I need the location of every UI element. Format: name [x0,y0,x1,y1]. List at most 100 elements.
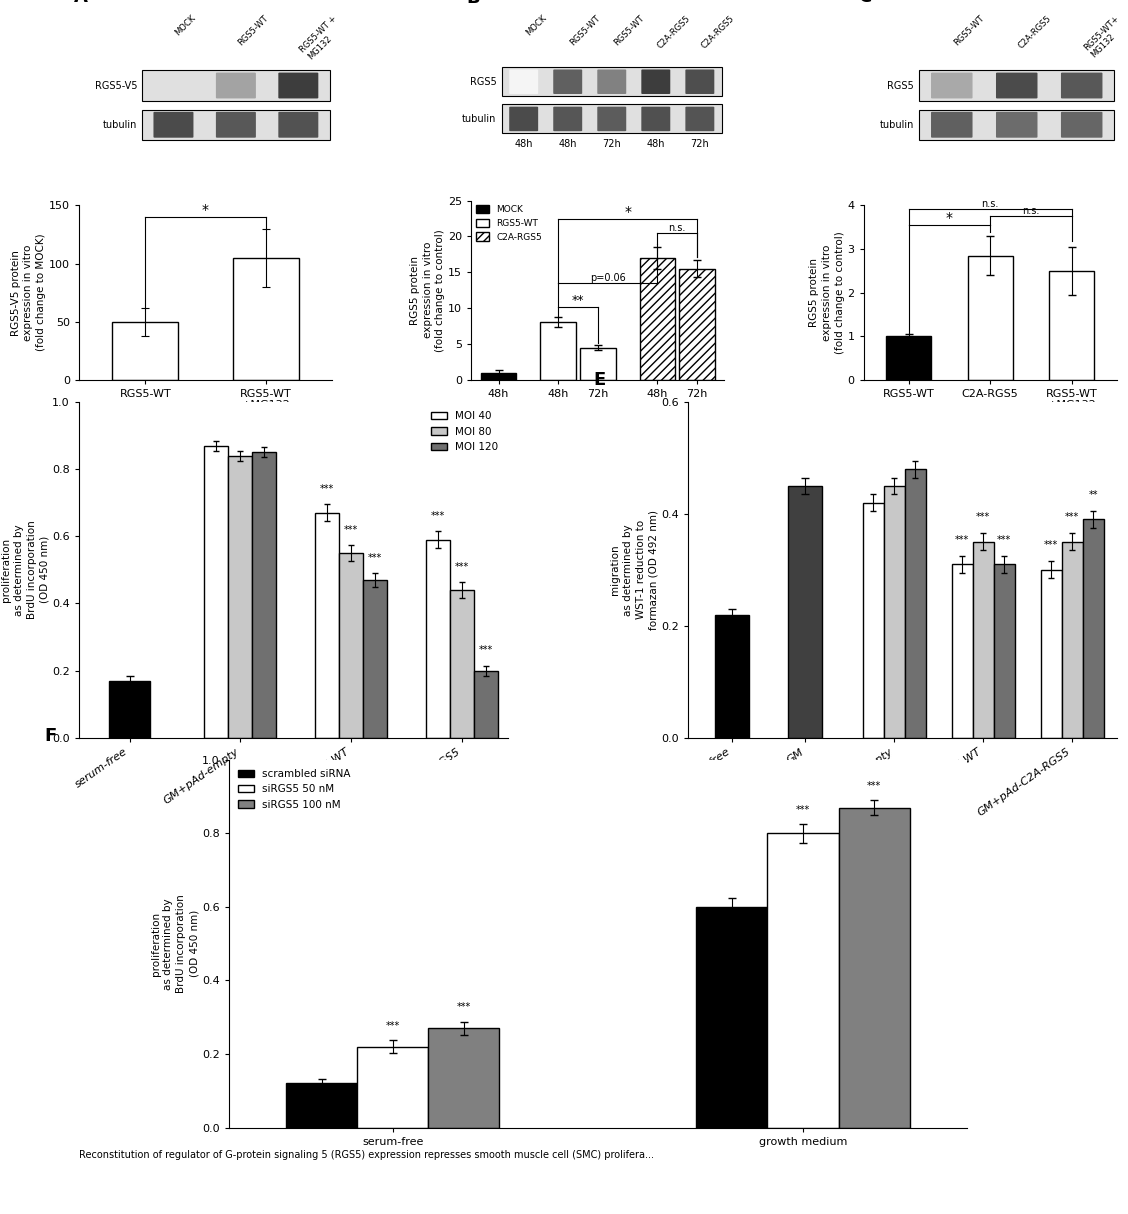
FancyBboxPatch shape [686,107,714,131]
Text: *: * [624,205,632,219]
Bar [429,1028,500,1128]
FancyBboxPatch shape [642,107,670,131]
Text: MOCK: MOCK [174,13,197,38]
FancyBboxPatch shape [279,112,318,137]
Bar [696,907,767,1128]
Bar [767,834,838,1128]
Bar [715,614,749,738]
Bar [994,565,1015,738]
FancyBboxPatch shape [509,107,538,131]
Bar [887,336,931,380]
Bar [287,1083,358,1128]
FancyBboxPatch shape [215,73,256,98]
Text: n.s.: n.s. [981,199,999,209]
Text: ***: *** [431,511,444,521]
Bar [232,257,299,380]
Text: ***: *** [997,534,1012,545]
Text: RGS5-WT +
MG132: RGS5-WT + MG132 [298,13,346,62]
Text: n.s.: n.s. [1022,206,1040,216]
FancyBboxPatch shape [996,73,1038,98]
Bar [109,681,150,738]
Text: ***: *** [867,781,881,792]
Text: F: F [44,727,56,745]
Text: tubulin: tubulin [880,120,914,130]
Text: RGS5-WT: RGS5-WT [236,13,270,47]
Text: *: * [202,203,209,217]
Text: ***: *** [455,562,469,572]
Legend: scrambled siRNA, siRGS5 50 nM, siRGS5 100 nM: scrambled siRNA, siRGS5 50 nM, siRGS5 10… [233,765,354,813]
Text: RGS5-WT: RGS5-WT [567,13,601,47]
Bar [972,541,994,738]
Text: 48h: 48h [646,138,666,149]
Bar [640,257,676,380]
Text: RGS5-WT: RGS5-WT [611,13,645,47]
FancyBboxPatch shape [931,112,972,137]
Text: ***: *** [320,484,334,494]
Text: ***: *** [1045,540,1058,550]
Bar [863,503,883,738]
Text: ***: *** [976,512,990,522]
Text: *: * [946,211,953,225]
Text: B: B [466,0,479,6]
Y-axis label: RGS5 protein
expression in vitro
(fold change to control): RGS5 protein expression in vitro (fold c… [809,231,845,354]
FancyBboxPatch shape [553,69,582,93]
Bar [919,70,1114,101]
Bar [112,322,178,380]
Bar [540,323,576,380]
Bar [968,255,1013,380]
FancyBboxPatch shape [598,107,626,131]
Y-axis label: migration
as determined by
WST-1 reduction to
formazan (OD 492 nm): migration as determined by WST-1 reducti… [610,510,659,630]
Bar [204,446,228,738]
Text: **: ** [1089,490,1098,500]
FancyBboxPatch shape [996,112,1038,137]
FancyBboxPatch shape [509,69,538,93]
Bar [142,109,329,140]
Bar [315,512,340,738]
Bar [474,670,497,738]
Text: RGS5-WT+
MG132: RGS5-WT+ MG132 [1082,13,1128,59]
Bar [788,486,822,738]
Text: **: ** [572,294,584,307]
Text: 48h: 48h [514,138,532,149]
Text: ***: *** [1065,512,1079,522]
Bar [502,104,722,134]
Text: RGS5: RGS5 [888,80,914,91]
FancyBboxPatch shape [215,112,256,137]
Bar [580,347,616,380]
FancyBboxPatch shape [598,69,626,93]
Text: ***: *** [457,1003,472,1012]
Text: 72h: 72h [690,138,710,149]
Y-axis label: proliferation
as determined by
BrdU incorporation
(OD 450 nm): proliferation as determined by BrdU inco… [1,521,50,619]
Text: RGS5-V5: RGS5-V5 [95,80,138,91]
Bar [1041,569,1061,738]
Text: RGS5: RGS5 [470,76,496,86]
Bar [481,373,517,380]
Text: ***: *** [478,646,493,656]
Text: ***: *** [344,524,358,534]
Legend: MOCK, RGS5-WT, C2A-RGS5: MOCK, RGS5-WT, C2A-RGS5 [476,205,543,242]
Bar [450,590,474,738]
Text: MOCK: MOCK [523,13,548,38]
Text: C2A-RGS5: C2A-RGS5 [655,13,693,50]
Bar [502,67,722,96]
Text: A: A [74,0,88,6]
Bar [952,565,972,738]
Bar [838,807,909,1128]
FancyBboxPatch shape [1061,112,1102,137]
Text: C2A-RGS5: C2A-RGS5 [699,13,737,50]
FancyBboxPatch shape [642,69,670,93]
FancyBboxPatch shape [153,112,193,137]
Bar [679,268,715,380]
Bar [1049,271,1094,380]
Y-axis label: RGS5-V5 protein
expression in vitro
(fold change to MOCK): RGS5-V5 protein expression in vitro (fol… [10,234,46,351]
Bar [1083,520,1104,738]
Bar [358,1046,429,1128]
Text: RGS5-WT: RGS5-WT [952,13,986,47]
FancyBboxPatch shape [931,73,972,98]
Bar [253,453,276,738]
Text: ***: *** [368,554,382,563]
Bar [340,554,363,738]
Bar [142,70,329,101]
Bar [883,486,905,738]
Bar [363,580,387,738]
